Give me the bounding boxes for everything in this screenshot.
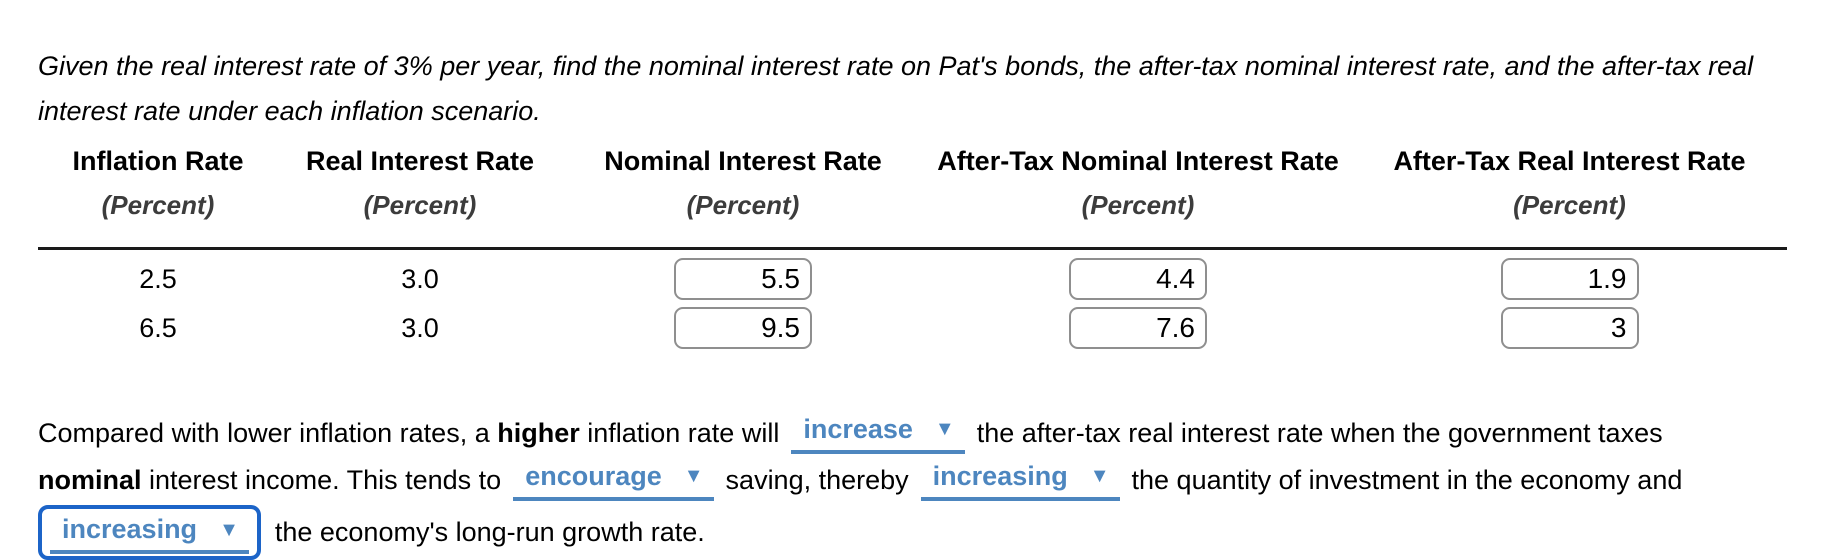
dropdown-selected-value: increasing	[62, 514, 198, 544]
chevron-down-icon: ▼	[934, 418, 955, 440]
column-header-nominal-interest-rate: Nominal Interest Rate (Percent)	[604, 146, 882, 220]
paragraph-text: interest income. This tends to	[141, 465, 502, 495]
real-interest-rate-value: 3.0	[401, 263, 439, 294]
after-tax-real-rate-input-row2[interactable]	[1500, 307, 1639, 349]
column-header-after-tax-nominal-interest-rate: After-Tax Nominal Interest Rate (Percent…	[937, 146, 1339, 220]
paragraph-text: the quantity of investment in the econom…	[1131, 465, 1683, 495]
intro-text: Given the real interest rate of 3% per y…	[38, 44, 1832, 134]
paragraph-text: inflation rate will	[579, 418, 780, 448]
real-interest-rate-value: 3.0	[401, 312, 439, 343]
nominal-rate-input-row1[interactable]	[674, 258, 812, 301]
intro-line-2: interest rate under each inflation scena…	[38, 96, 541, 126]
dropdown-increase[interactable]: increase ▼	[791, 413, 965, 454]
table-header-row: Inflation Rate (Percent) Real Interest R…	[38, 146, 1787, 249]
column-header-inflation-rate: Inflation Rate (Percent)	[72, 146, 244, 220]
paragraph-text-bold: nominal	[38, 465, 142, 495]
dropdown-increasing-growth[interactable]: increasing ▼	[50, 514, 249, 554]
paragraph-line-2: nominal interest income. This tends to en…	[38, 458, 1832, 504]
rates-table: Inflation Rate (Percent) Real Interest R…	[38, 146, 1787, 355]
paragraph-text: the after-tax real interest rate when th…	[976, 418, 1663, 448]
chevron-down-icon: ▼	[219, 518, 239, 541]
after-tax-real-rate-input-row1[interactable]	[1500, 258, 1639, 301]
chevron-down-icon: ▼	[683, 465, 704, 487]
paragraph-text: the economy's long-run growth rate.	[274, 517, 705, 547]
chevron-down-icon: ▼	[1089, 465, 1110, 487]
table-row: 2.5 3.0	[38, 249, 1787, 302]
nominal-rate-input-row2[interactable]	[674, 307, 812, 349]
inflation-rate-value: 6.5	[139, 312, 177, 343]
paragraph-text: saving, thereby	[725, 465, 909, 495]
paragraph-text-bold: higher	[497, 418, 580, 448]
dropdown-selected-value: increasing	[932, 460, 1068, 491]
dropdown-focus-ring: increasing ▼	[38, 505, 261, 560]
dropdown-encourage[interactable]: encourage ▼	[513, 460, 714, 501]
column-header-real-interest-rate: Real Interest Rate (Percent)	[305, 146, 535, 220]
conclusion-paragraph: Compared with lower inflation rates, a h…	[38, 411, 1832, 560]
after-tax-nominal-rate-input-row2[interactable]	[1069, 307, 1207, 349]
paragraph-line-3: increasing ▼ the economy's long-run growth…	[38, 505, 1832, 560]
after-tax-nominal-rate-input-row1[interactable]	[1069, 258, 1207, 301]
column-header-after-tax-real-interest-rate: After-Tax Real Interest Rate (Percent)	[1393, 146, 1746, 220]
intro-line-1: Given the real interest rate of 3% per y…	[38, 51, 1754, 81]
dropdown-increasing-investment[interactable]: increasing ▼	[920, 460, 1120, 501]
paragraph-text: Compared with lower inflation rates, a	[38, 418, 498, 448]
paragraph-line-1: Compared with lower inflation rates, a h…	[38, 411, 1832, 457]
dropdown-selected-value: encourage	[525, 460, 662, 491]
inflation-rate-value: 2.5	[139, 263, 177, 294]
dropdown-selected-value: increase	[803, 413, 913, 444]
table-row: 6.5 3.0	[38, 302, 1787, 355]
